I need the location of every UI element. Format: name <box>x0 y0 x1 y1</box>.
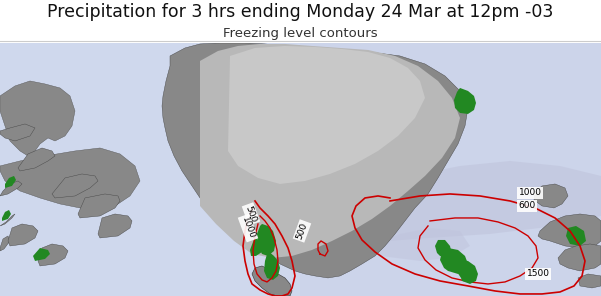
Polygon shape <box>98 214 132 238</box>
Polygon shape <box>264 251 280 280</box>
Polygon shape <box>538 214 601 248</box>
Polygon shape <box>0 43 300 296</box>
Polygon shape <box>0 214 15 226</box>
Polygon shape <box>0 81 75 156</box>
Polygon shape <box>250 238 264 256</box>
Polygon shape <box>0 181 22 196</box>
Polygon shape <box>8 224 38 246</box>
Text: Freezing level contours: Freezing level contours <box>223 27 378 40</box>
Polygon shape <box>0 124 35 141</box>
Polygon shape <box>456 260 478 284</box>
Polygon shape <box>534 184 568 208</box>
Polygon shape <box>257 224 276 256</box>
Polygon shape <box>252 266 292 296</box>
Polygon shape <box>0 148 140 211</box>
Polygon shape <box>440 248 468 274</box>
Text: 600: 600 <box>519 202 535 210</box>
Polygon shape <box>5 176 16 188</box>
Polygon shape <box>162 43 468 278</box>
Polygon shape <box>210 161 601 241</box>
Polygon shape <box>566 226 586 246</box>
Polygon shape <box>0 236 10 251</box>
Polygon shape <box>52 174 98 198</box>
Polygon shape <box>200 44 460 258</box>
Polygon shape <box>435 240 452 258</box>
Polygon shape <box>18 148 55 171</box>
Polygon shape <box>558 244 601 271</box>
Polygon shape <box>375 228 470 261</box>
Polygon shape <box>228 46 425 184</box>
Polygon shape <box>33 248 50 261</box>
Text: 1000: 1000 <box>519 189 542 197</box>
Polygon shape <box>454 88 476 114</box>
Text: Precipitation for 3 hrs ending Monday 24 Mar at 12pm -03: Precipitation for 3 hrs ending Monday 24… <box>47 3 554 21</box>
Polygon shape <box>38 244 68 266</box>
Polygon shape <box>78 194 120 218</box>
Polygon shape <box>2 210 11 221</box>
Text: 1000: 1000 <box>240 215 256 240</box>
Text: 500: 500 <box>295 221 309 241</box>
Polygon shape <box>300 43 601 296</box>
Text: 500: 500 <box>244 204 258 223</box>
Polygon shape <box>578 274 601 288</box>
Text: 1500: 1500 <box>526 269 549 279</box>
